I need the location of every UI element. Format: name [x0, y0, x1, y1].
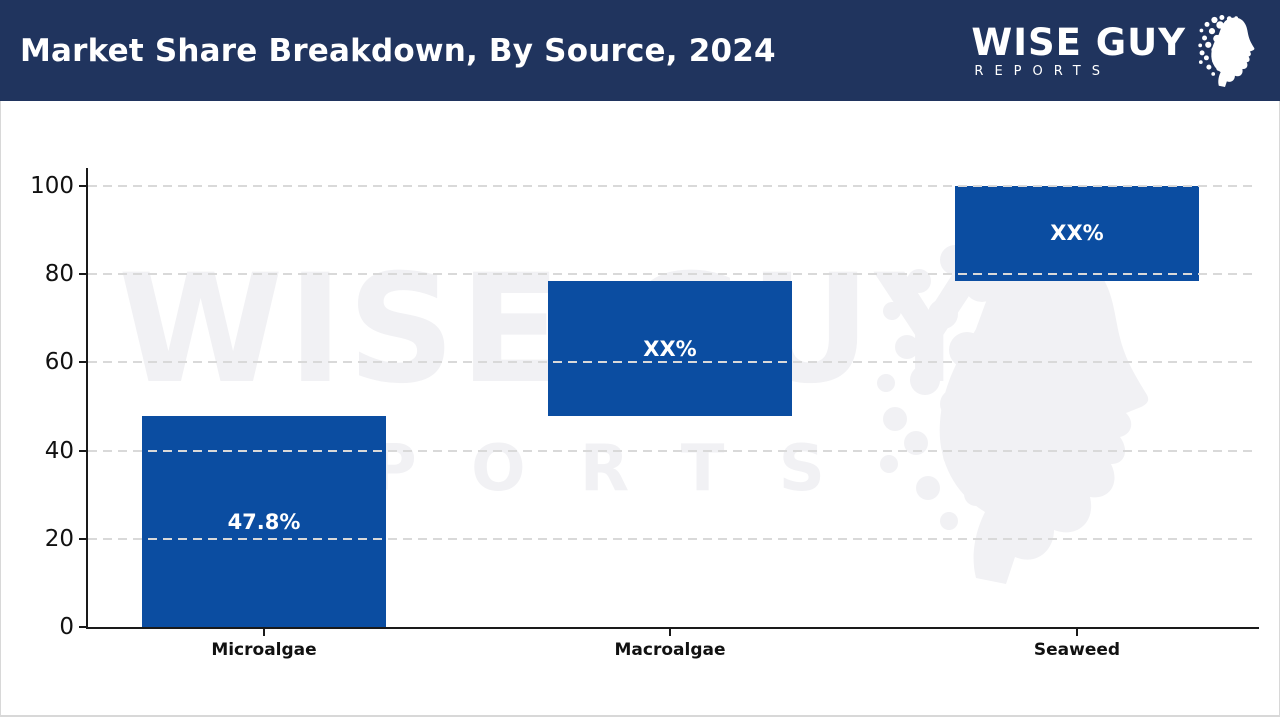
page-title: Market Share Breakdown, By Source, 2024	[20, 32, 776, 69]
header-bar: Market Share Breakdown, By Source, 2024 …	[0, 0, 1280, 101]
y-axis-line	[86, 168, 88, 629]
x-axis-category-label: Macroalgae	[614, 640, 726, 660]
x-axis-category-label: Microalgae	[211, 640, 317, 660]
y-axis-tick-label: 20	[44, 525, 74, 552]
frame-border-left	[0, 101, 1, 716]
x-axis-tick-mark	[263, 629, 265, 636]
y-axis-tick-mark	[79, 273, 87, 276]
bar-value-label: XX%	[643, 336, 697, 361]
gridline	[88, 537, 1257, 540]
x-axis-category-label: Seaweed	[1033, 640, 1121, 660]
y-axis-tick-label: 0	[59, 614, 74, 640]
x-axis-line	[86, 627, 1259, 629]
bar-value-label: XX%	[1050, 221, 1104, 246]
head-profile-icon	[1198, 14, 1255, 87]
brand-logo: WISE GUY REPORTS	[971, 13, 1256, 89]
y-axis-tick-mark	[79, 626, 87, 628]
gridline	[88, 361, 1257, 364]
x-axis-tick-mark	[1076, 629, 1078, 636]
y-axis-tick-mark	[79, 361, 87, 364]
logo-subtext: REPORTS	[974, 63, 1112, 79]
brand-logo-text: WISE GUY REPORTS	[971, 24, 1186, 78]
y-axis-tick-label: 80	[44, 261, 74, 288]
y-axis-tick-label: 40	[44, 437, 74, 464]
gridline	[88, 185, 1257, 187]
frame-border-bottom	[0, 715, 1280, 717]
gridline	[88, 449, 1257, 452]
gridline	[88, 273, 1257, 276]
y-axis-tick-label: 100	[30, 173, 74, 199]
bar-macroalgae	[548, 280, 792, 417]
bar-value-label: 47.8%	[227, 509, 301, 534]
y-axis-tick-mark	[79, 537, 87, 540]
y-axis-tick-label: 60	[44, 349, 74, 376]
y-axis-tick-mark	[79, 185, 87, 187]
y-axis-tick-mark	[79, 449, 87, 452]
x-axis-tick-mark	[669, 629, 671, 636]
logo-wordmark: WISE GUY	[971, 20, 1186, 64]
